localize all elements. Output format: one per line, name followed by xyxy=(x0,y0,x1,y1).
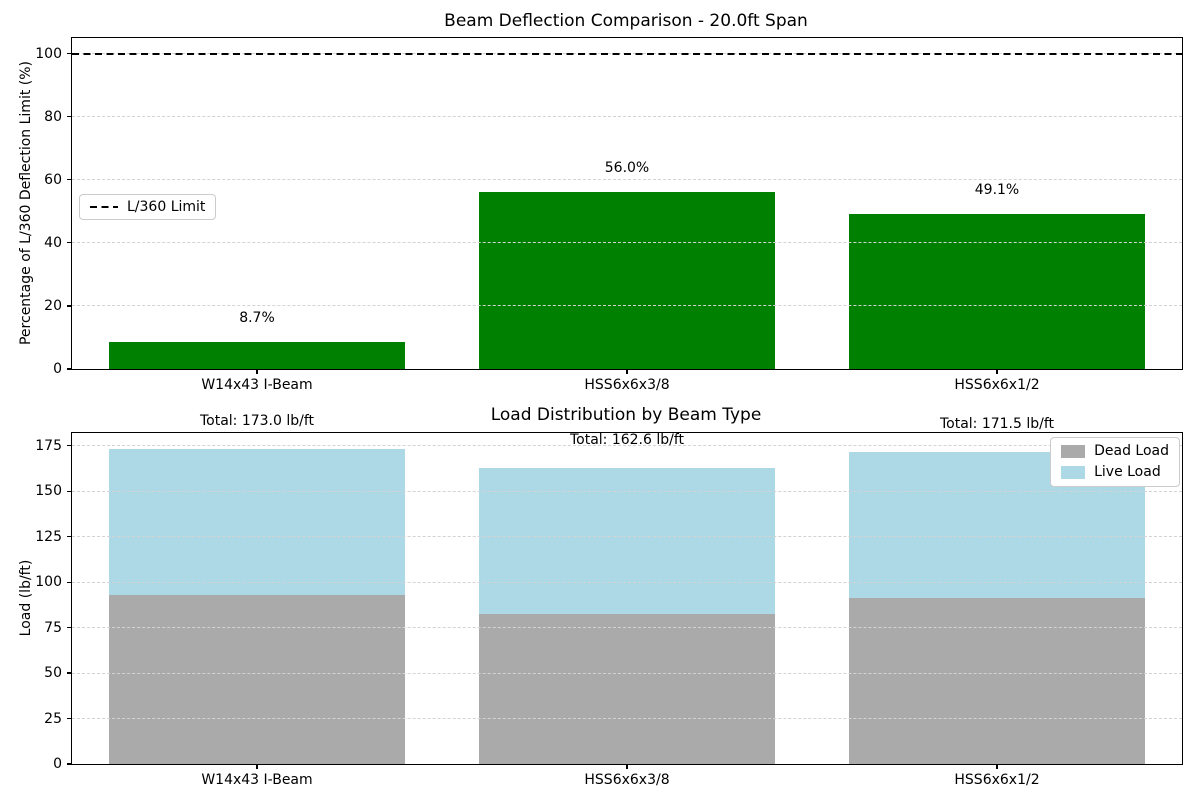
y-tick-mark xyxy=(67,242,72,244)
y-tick-mark xyxy=(67,368,72,370)
y-tick-mark xyxy=(67,763,72,765)
dead-load-legend-label: Dead Load xyxy=(1094,443,1169,459)
gridline xyxy=(72,490,1182,492)
y-tick-label: 125 xyxy=(35,528,62,545)
y-tick-label: 0 xyxy=(53,756,62,772)
y-tick-mark xyxy=(67,581,72,583)
live-load-bar xyxy=(479,468,775,614)
gridline xyxy=(72,672,1182,674)
dead-load-swatch xyxy=(1061,445,1086,458)
dead-load-bar xyxy=(849,597,1145,764)
x-tick-mark xyxy=(996,369,998,374)
x-tick-mark xyxy=(256,764,258,769)
y-tick-label: 100 xyxy=(35,574,62,591)
deflection-bar xyxy=(479,192,775,369)
gridline xyxy=(72,718,1182,720)
y-tick-label: 50 xyxy=(44,665,62,682)
y-tick-mark xyxy=(67,116,72,118)
gridline xyxy=(72,581,1182,583)
y-tick-mark xyxy=(67,305,72,307)
y-tick-mark xyxy=(67,717,72,720)
y-tick-mark xyxy=(67,179,72,181)
y-tick-label: 175 xyxy=(35,437,62,454)
y-tick-label: 60 xyxy=(44,171,62,188)
limit-line xyxy=(72,52,1182,55)
deflection-legend-label: L/360 Limit xyxy=(127,199,206,215)
dead-load-bar xyxy=(479,613,775,764)
load-axes: Dead Load Live Load 0 25 50 75 100 125 150 175 W… xyxy=(35,413,1183,788)
gridline xyxy=(72,445,1182,447)
deflection-chart-title: Beam Deflection Comparison - 20.0ft Span xyxy=(444,11,808,31)
y-tick-label: 150 xyxy=(35,483,62,500)
bar-value-label: 49.1% xyxy=(974,182,1020,199)
live-load-legend-label: Live Load xyxy=(1094,464,1161,480)
deflection-legend: L/360 Limit xyxy=(79,194,217,220)
bar-value-label: 8.7% xyxy=(239,309,275,326)
y-tick-label: 100 xyxy=(35,45,62,62)
y-tick-label: 80 xyxy=(44,108,62,125)
y-tick-mark xyxy=(67,445,72,447)
load-chart-title: Load Distribution by Beam Type xyxy=(490,405,762,425)
x-tick-mark xyxy=(996,764,998,769)
y-tick-label: 75 xyxy=(44,619,62,636)
y-tick-mark xyxy=(67,626,72,629)
x-tick-label: HSS6x6x3/8 xyxy=(584,377,670,393)
x-tick-mark xyxy=(626,369,628,374)
live-load-swatch xyxy=(1061,466,1086,479)
y-tick-mark xyxy=(67,672,72,674)
x-tick-mark xyxy=(256,369,258,374)
bar-value-label: 56.0% xyxy=(604,160,650,177)
y-tick-label: 20 xyxy=(44,297,62,314)
total-label: Total: 162.6 lb/ft xyxy=(569,432,685,449)
x-tick-label: HSS6x6x1/2 xyxy=(954,772,1040,788)
gridline xyxy=(72,179,1182,181)
total-label: Total: 173.0 lb/ft xyxy=(199,413,315,430)
live-load-bar xyxy=(109,449,405,595)
y-tick-label: 40 xyxy=(44,234,62,251)
x-tick-mark xyxy=(626,764,628,769)
dead-load-bar xyxy=(109,594,405,764)
gridline xyxy=(72,536,1182,538)
y-tick-mark xyxy=(67,490,72,492)
y-tick-mark xyxy=(67,53,72,55)
x-tick-label: W14x43 I-Beam xyxy=(201,377,313,393)
deflection-bar xyxy=(109,341,405,369)
deflection-axes: L/360 Limit 0 20 40 60 80 100 W14x43 I-Beam 8.7… xyxy=(35,37,1183,393)
deflection-bar xyxy=(849,214,1145,369)
y-tick-label: 0 xyxy=(53,361,62,377)
gridline xyxy=(72,242,1182,244)
x-tick-label: HSS6x6x1/2 xyxy=(954,377,1040,393)
gridline xyxy=(72,305,1182,307)
total-label: Total: 171.5 lb/ft xyxy=(939,416,1055,433)
dashed-line-swatch xyxy=(90,206,118,208)
legend-entry-live-load: Live Load xyxy=(1061,464,1169,481)
legend-entry-dead-load: Dead Load xyxy=(1061,443,1169,460)
y-tick-label: 25 xyxy=(44,710,62,727)
y-tick-mark xyxy=(67,536,72,538)
x-tick-label: HSS6x6x3/8 xyxy=(584,772,670,788)
gridline xyxy=(72,627,1182,629)
x-tick-label: W14x43 I-Beam xyxy=(201,772,313,788)
gridline xyxy=(72,116,1182,118)
load-legend: Dead Load Live Load xyxy=(1050,437,1180,487)
